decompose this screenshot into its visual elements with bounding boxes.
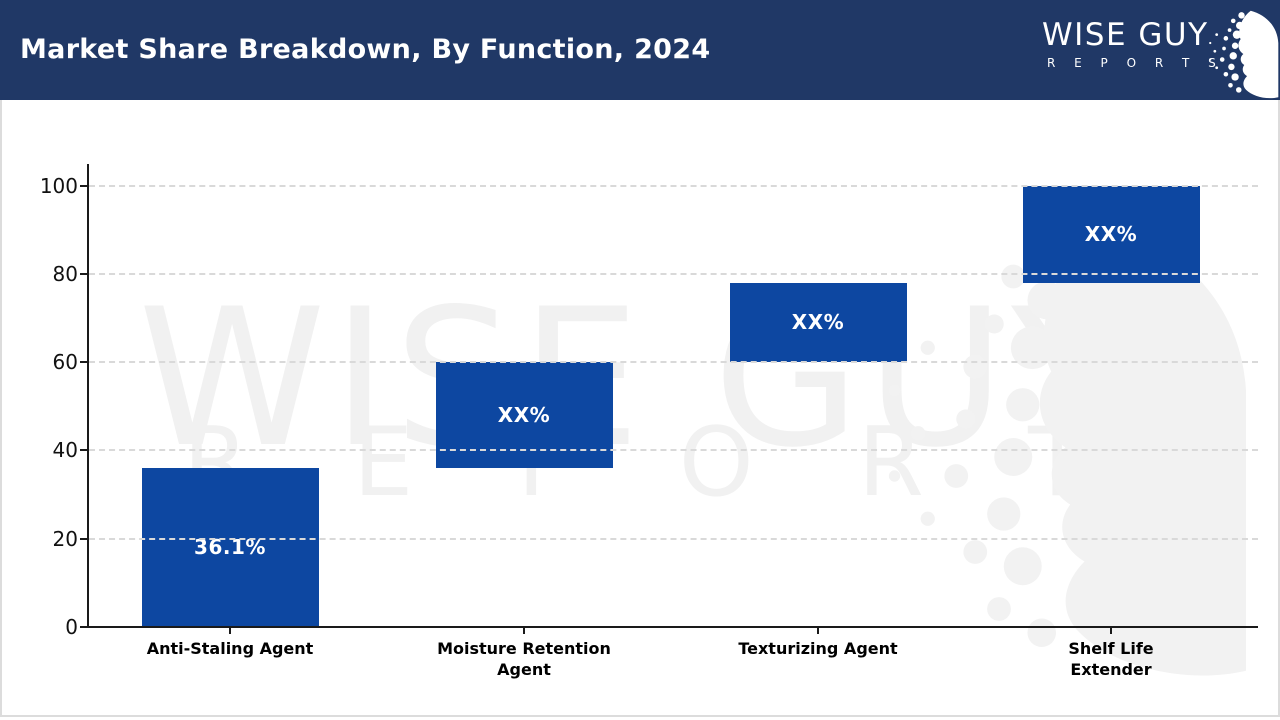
x-axis-category-label: Texturizing Agent xyxy=(738,639,898,658)
bar-value-label: XX% xyxy=(1084,222,1138,247)
bar-segment: 36.1% xyxy=(141,467,319,627)
gridline xyxy=(89,361,1258,364)
y-axis-tick-label: 20 xyxy=(52,526,78,551)
y-axis-tick xyxy=(80,361,87,364)
brand-logo-reports-text: R E P O R T S xyxy=(1047,56,1224,70)
y-axis-tick xyxy=(80,272,87,275)
brand-logo: WISE GUY R E P O R T S xyxy=(1042,10,1280,99)
card-bottom-border xyxy=(0,715,1280,717)
x-axis-category-label: Moisture Retention Agent xyxy=(437,639,611,679)
y-axis-tick-label: 80 xyxy=(52,261,78,286)
bar-segment: XX% xyxy=(1022,185,1200,283)
gridline xyxy=(89,537,1258,540)
x-axis-tick xyxy=(1110,628,1112,634)
page-title: Market Share Breakdown, By Function, 202… xyxy=(20,34,711,65)
brand-logo-wiseguy-text: WISE GUY xyxy=(1042,17,1209,53)
x-axis-tick xyxy=(229,628,231,634)
x-axis-tick xyxy=(523,628,525,634)
header-bar: Market Share Breakdown, By Function, 202… xyxy=(0,0,1280,100)
card-right-border xyxy=(1278,100,1280,716)
y-axis-tick xyxy=(80,626,87,628)
y-axis-tick xyxy=(80,449,87,452)
gridline xyxy=(89,272,1258,275)
gridline xyxy=(89,184,1258,187)
y-axis-tick-label: 0 xyxy=(65,615,78,639)
bar-segment: XX% xyxy=(729,282,907,363)
y-axis-spine xyxy=(87,164,89,628)
y-axis-tick-label: 60 xyxy=(52,350,78,375)
y-axis-tick-label: 100 xyxy=(39,173,78,198)
card-left-border xyxy=(0,100,2,716)
brand-logo-face-icon xyxy=(1209,10,1279,99)
watermark-text-wiseguy: WISE GUY xyxy=(138,268,1134,489)
y-axis-tick-label: 40 xyxy=(52,438,78,463)
bar-value-label: XX% xyxy=(497,402,551,427)
y-axis-tick xyxy=(80,537,87,540)
y-axis-tick xyxy=(80,184,87,187)
x-axis-category-label: Anti-Staling Agent xyxy=(146,639,314,658)
x-axis-spine xyxy=(87,626,1258,628)
bar-value-label: XX% xyxy=(791,310,845,335)
gridline xyxy=(89,449,1258,452)
x-axis-tick xyxy=(817,628,819,634)
x-axis-category-label: Shelf Life Extender xyxy=(1068,639,1154,679)
bar-segment: XX% xyxy=(435,362,613,468)
